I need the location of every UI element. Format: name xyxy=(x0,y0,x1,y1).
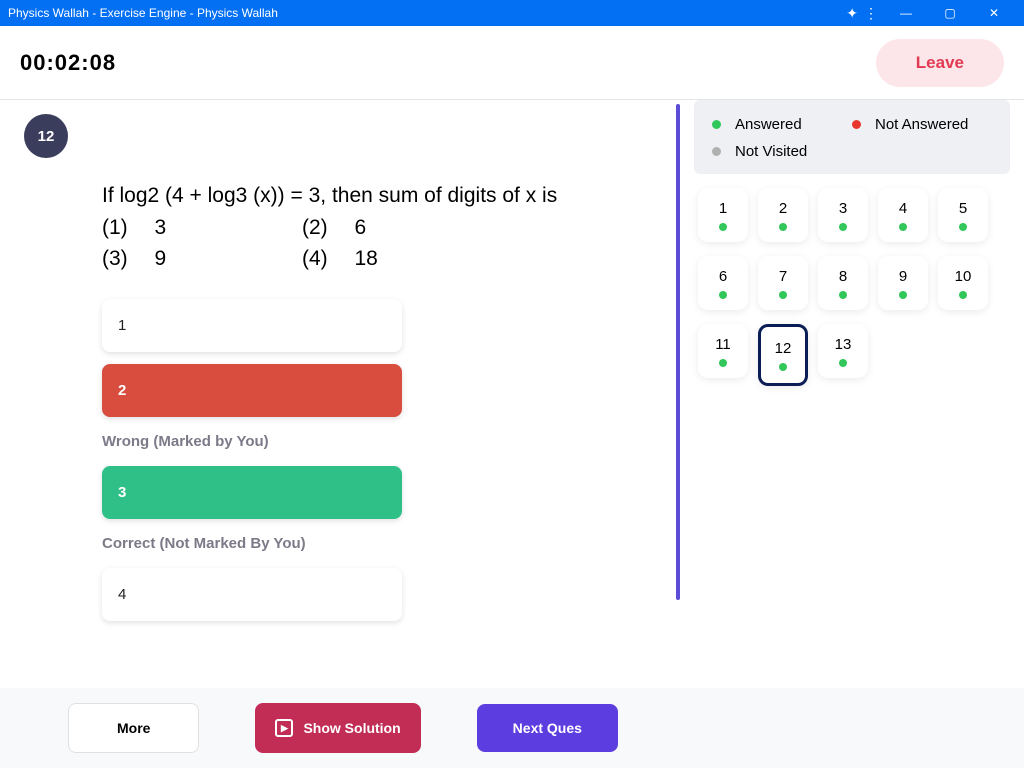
window-titlebar: Physics Wallah - Exercise Engine - Physi… xyxy=(0,0,1024,26)
exam-header: 00:02:08 Leave xyxy=(0,26,1024,100)
leave-button[interactable]: Leave xyxy=(876,39,1004,87)
correct-answer-label: Correct (Not Marked By You) xyxy=(102,535,402,552)
question-text-block: If log2 (4 + log3 (x)) = 3, then sum of … xyxy=(102,180,656,275)
play-icon: ▶ xyxy=(275,719,293,737)
legend-answered: Answered xyxy=(712,116,852,133)
dot-green-icon xyxy=(712,120,721,129)
window-maximize-button[interactable]: ▢ xyxy=(928,0,972,26)
answer-options: 1 2 Wrong (Marked by You) 3 Correct (Not… xyxy=(102,299,402,621)
show-solution-label: Show Solution xyxy=(303,720,400,736)
main-area: 12 If log2 (4 + log3 (x)) = 3, then sum … xyxy=(0,100,1024,688)
question-number-badge: 12 xyxy=(24,114,68,158)
palette-question-4[interactable]: 4 xyxy=(878,188,928,242)
window-minimize-button[interactable]: — xyxy=(884,0,928,26)
palette-question-8[interactable]: 8 xyxy=(818,256,868,310)
question-option-1: (1) 3 xyxy=(102,212,302,244)
answer-option-2[interactable]: 2 xyxy=(102,364,402,417)
palette-question-1[interactable]: 1 xyxy=(698,188,748,242)
palette-question-10[interactable]: 10 xyxy=(938,256,988,310)
question-option-4: (4) 18 xyxy=(302,243,378,275)
answer-option-1[interactable]: 1 xyxy=(102,299,402,352)
palette-question-5[interactable]: 5 xyxy=(938,188,988,242)
more-button[interactable]: More xyxy=(68,703,199,753)
dot-red-icon xyxy=(852,120,861,129)
palette-question-7[interactable]: 7 xyxy=(758,256,808,310)
window-close-button[interactable]: ✕ xyxy=(972,0,1016,26)
question-pane: 12 If log2 (4 + log3 (x)) = 3, then sum … xyxy=(0,100,676,688)
question-palette: 12345678910111213 xyxy=(694,188,1010,386)
question-option-3: (3) 9 xyxy=(102,243,302,275)
answer-option-3[interactable]: 3 xyxy=(102,466,402,519)
question-option-2: (2) 6 xyxy=(302,212,366,244)
palette-question-13[interactable]: 13 xyxy=(818,324,868,378)
window-title: Physics Wallah - Exercise Engine - Physi… xyxy=(8,6,846,20)
palette-question-9[interactable]: 9 xyxy=(878,256,928,310)
next-question-button[interactable]: Next Ques xyxy=(477,704,618,752)
palette-question-3[interactable]: 3 xyxy=(818,188,868,242)
palette-question-2[interactable]: 2 xyxy=(758,188,808,242)
palette-question-11[interactable]: 11 xyxy=(698,324,748,378)
show-solution-button[interactable]: ▶ Show Solution xyxy=(255,703,420,753)
question-text: If log2 (4 + log3 (x)) = 3, then sum of … xyxy=(102,180,656,212)
answer-option-4[interactable]: 4 xyxy=(102,568,402,621)
dot-gray-icon xyxy=(712,147,721,156)
wrong-answer-label: Wrong (Marked by You) xyxy=(102,433,402,450)
status-legend: Answered Not Answered Not Visited xyxy=(694,100,1010,174)
legend-not-visited: Not Visited xyxy=(712,143,852,160)
extension-icon[interactable]: ✦ xyxy=(846,5,858,22)
timer-display: 00:02:08 xyxy=(20,50,116,76)
palette-question-12[interactable]: 12 xyxy=(758,324,808,386)
kebab-menu-icon[interactable]: ⋮ xyxy=(864,5,878,22)
palette-question-6[interactable]: 6 xyxy=(698,256,748,310)
footer-actions: More ▶ Show Solution Next Ques xyxy=(0,688,1024,768)
navigation-pane: Answered Not Answered Not Visited 123456… xyxy=(680,100,1024,688)
legend-not-answered: Not Answered xyxy=(852,116,992,133)
